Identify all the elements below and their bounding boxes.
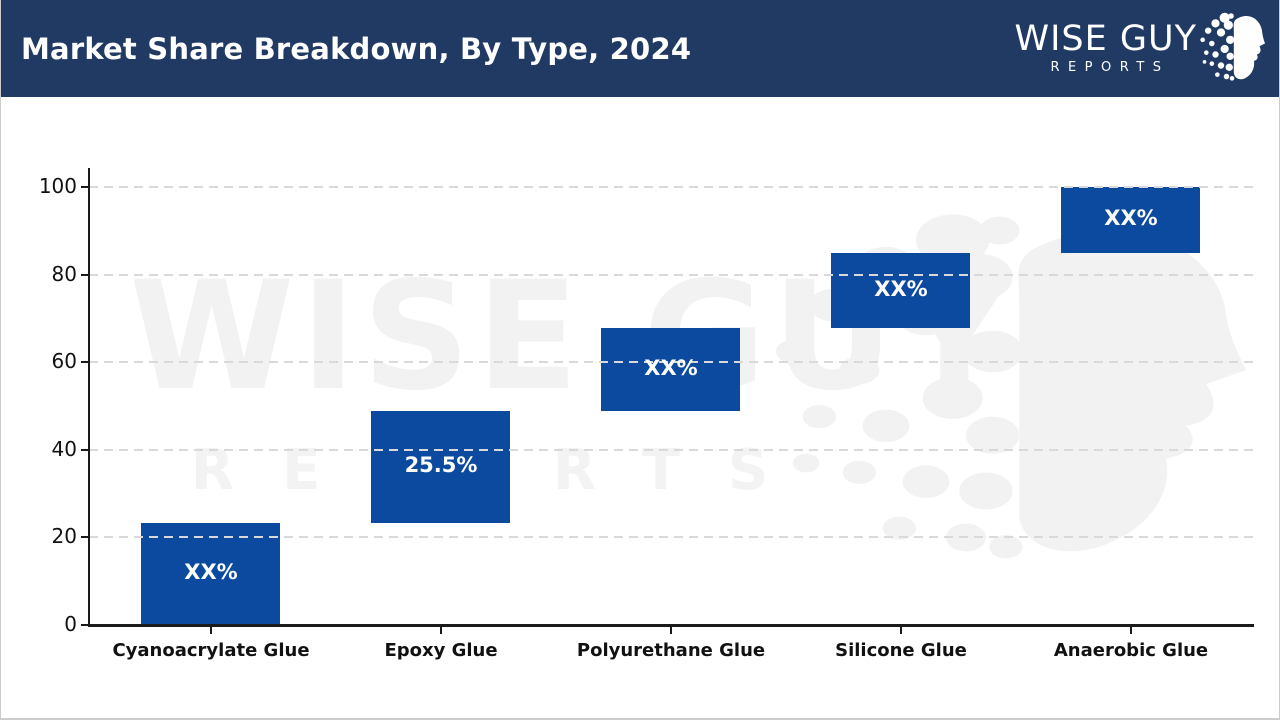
logo-face-icon — [1200, 12, 1265, 81]
y-tick — [81, 186, 88, 188]
bar-1 — [371, 411, 510, 523]
bar-2 — [601, 328, 740, 412]
y-tick-label: 40 — [51, 436, 77, 461]
x-category-label: Anaerobic Glue — [1053, 640, 1209, 661]
wiseguy-logo: WISE GUY REPORTS — [1014, 11, 1265, 87]
x-tick — [1130, 627, 1132, 634]
gridline-40 — [89, 448, 1254, 451]
gridline-60 — [89, 361, 1254, 364]
logo-wordmark: WISE GUY — [1014, 19, 1197, 59]
gridline-80 — [89, 273, 1254, 276]
gridline-20 — [89, 536, 1254, 539]
x-tick — [440, 627, 442, 634]
bar-value-label: 25.5% — [404, 453, 478, 478]
bar-value-label: XX% — [184, 559, 238, 584]
x-tick — [900, 627, 902, 634]
y-tick-label: 60 — [51, 349, 77, 374]
y-tick-label: 20 — [51, 524, 77, 549]
y-tick — [81, 361, 88, 364]
bar-0 — [141, 522, 280, 625]
x-category-label: Silicone Glue — [835, 640, 967, 661]
x-axis — [88, 624, 1254, 627]
y-tick — [81, 624, 88, 626]
y-tick-label: 80 — [51, 261, 77, 286]
y-tick — [81, 448, 88, 451]
bar-value-label: XX% — [644, 355, 698, 380]
logo-text: WISE GUY REPORTS — [1014, 19, 1197, 76]
bar-4 — [1061, 187, 1200, 254]
x-category-label: Epoxy Glue — [384, 640, 498, 661]
y-tick-label: 100 — [38, 174, 77, 198]
x-category-label: Polyurethane Glue — [576, 640, 766, 661]
bar-value-label: XX% — [1104, 206, 1158, 231]
bar-value-label: XX% — [874, 276, 928, 301]
gridline-100 — [89, 186, 1254, 188]
y-axis — [88, 168, 90, 625]
logo-subtext: REPORTS — [1050, 60, 1170, 75]
header: Market Share Breakdown, By Type, 2024 WI… — [1, 0, 1279, 97]
y-tick-label: 0 — [64, 612, 77, 636]
x-tick — [210, 627, 212, 634]
y-tick — [81, 273, 88, 276]
bar-3 — [831, 253, 970, 329]
x-category-label: Cyanoacrylate Glue — [112, 640, 310, 661]
y-tick — [81, 536, 88, 539]
page-title: Market Share Breakdown, By Type, 2024 — [21, 31, 692, 66]
x-tick — [670, 627, 672, 634]
